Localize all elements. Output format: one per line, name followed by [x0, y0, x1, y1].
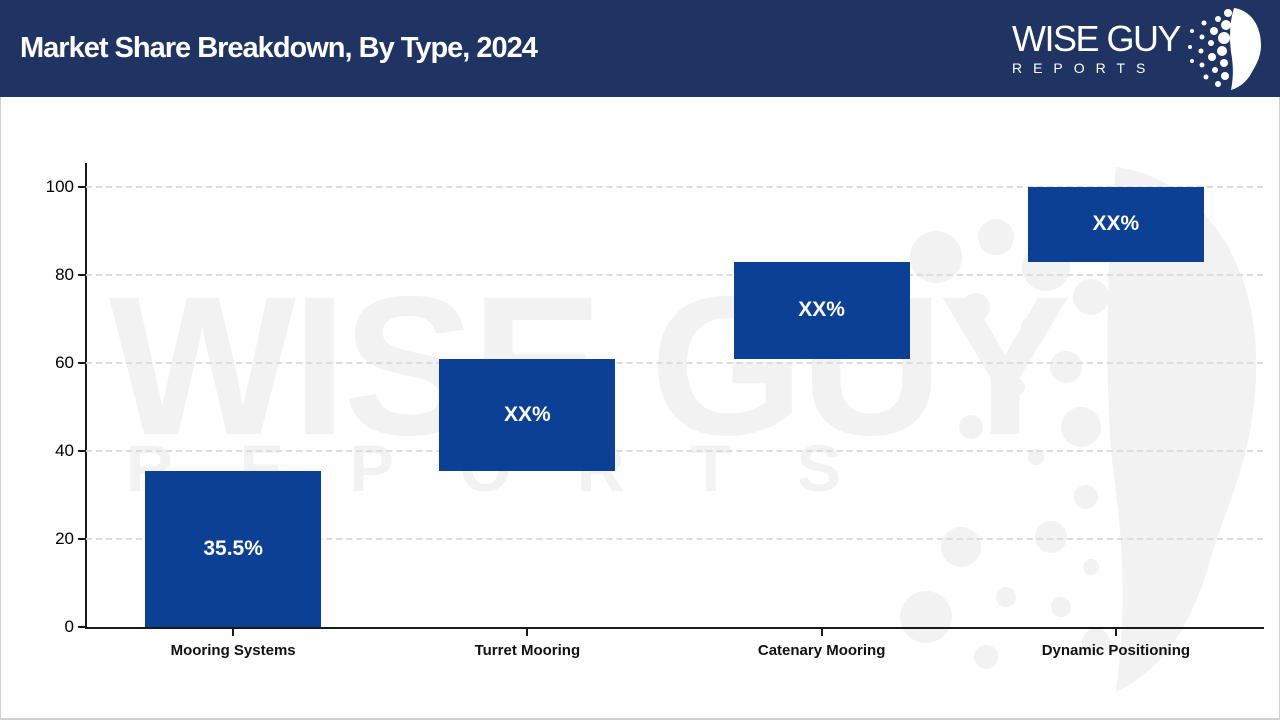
- bar-value-label: XX%: [504, 402, 551, 426]
- header: Market Share Breakdown, By Type, 2024 WI…: [0, 0, 1280, 97]
- y-axis-tick: [78, 186, 86, 188]
- category-label: Catenary Mooring: [757, 642, 886, 659]
- y-axis-tick-label: 60: [55, 353, 74, 372]
- bar-segment: 35.5%: [145, 470, 322, 627]
- y-axis-tick-label: 0: [64, 617, 74, 636]
- bar-segment: XX%: [439, 358, 616, 471]
- bar-segment: XX%: [733, 261, 910, 359]
- y-axis-tick: [78, 538, 86, 540]
- gridline: [86, 362, 1263, 364]
- bar-value-label: XX%: [798, 298, 845, 322]
- y-axis-tick: [78, 626, 86, 628]
- x-axis-tick: [232, 629, 235, 636]
- category-label: Turret Mooring: [474, 642, 581, 659]
- brand-logo-text: WISE GUY REPORTS: [1011, 18, 1182, 77]
- y-axis-tick-label: 80: [55, 265, 74, 284]
- chart-title: Market Share Breakdown, By Type, 2024: [20, 32, 538, 64]
- y-axis-tick: [78, 274, 86, 276]
- chart-canvas: WISE GUY REPORTS 02040608010035.5%Moorin…: [0, 97, 1280, 720]
- logo-tagline: REPORTS: [1011, 60, 1157, 76]
- y-axis-tick: [78, 450, 86, 452]
- logo-head-icon: [1188, 7, 1261, 90]
- x-axis-tick: [1114, 629, 1117, 636]
- category-label: Dynamic Positioning: [1041, 642, 1191, 659]
- y-axis-tick: [78, 362, 86, 364]
- y-axis-tick-label: 100: [45, 177, 74, 196]
- bar-value-label: XX%: [1092, 212, 1140, 236]
- gridline: [86, 450, 1263, 452]
- bar-segment: XX%: [1027, 187, 1204, 262]
- category-label: Mooring Systems: [170, 642, 296, 659]
- logo-wordmark: WISE GUY: [1011, 18, 1182, 59]
- y-axis-tick-label: 40: [55, 441, 74, 460]
- y-axis-tick-label: 20: [55, 529, 74, 548]
- gridline: [86, 274, 1263, 276]
- x-axis-tick: [526, 629, 529, 636]
- bar-value-label: 35.5%: [203, 536, 263, 560]
- gridline: [86, 538, 1263, 540]
- x-axis-tick: [820, 629, 823, 636]
- x-axis-line: [85, 627, 1264, 629]
- brand-logo: WISE GUY REPORTS: [1012, 5, 1266, 93]
- gridline: [86, 186, 1263, 188]
- y-axis-line: [85, 163, 87, 629]
